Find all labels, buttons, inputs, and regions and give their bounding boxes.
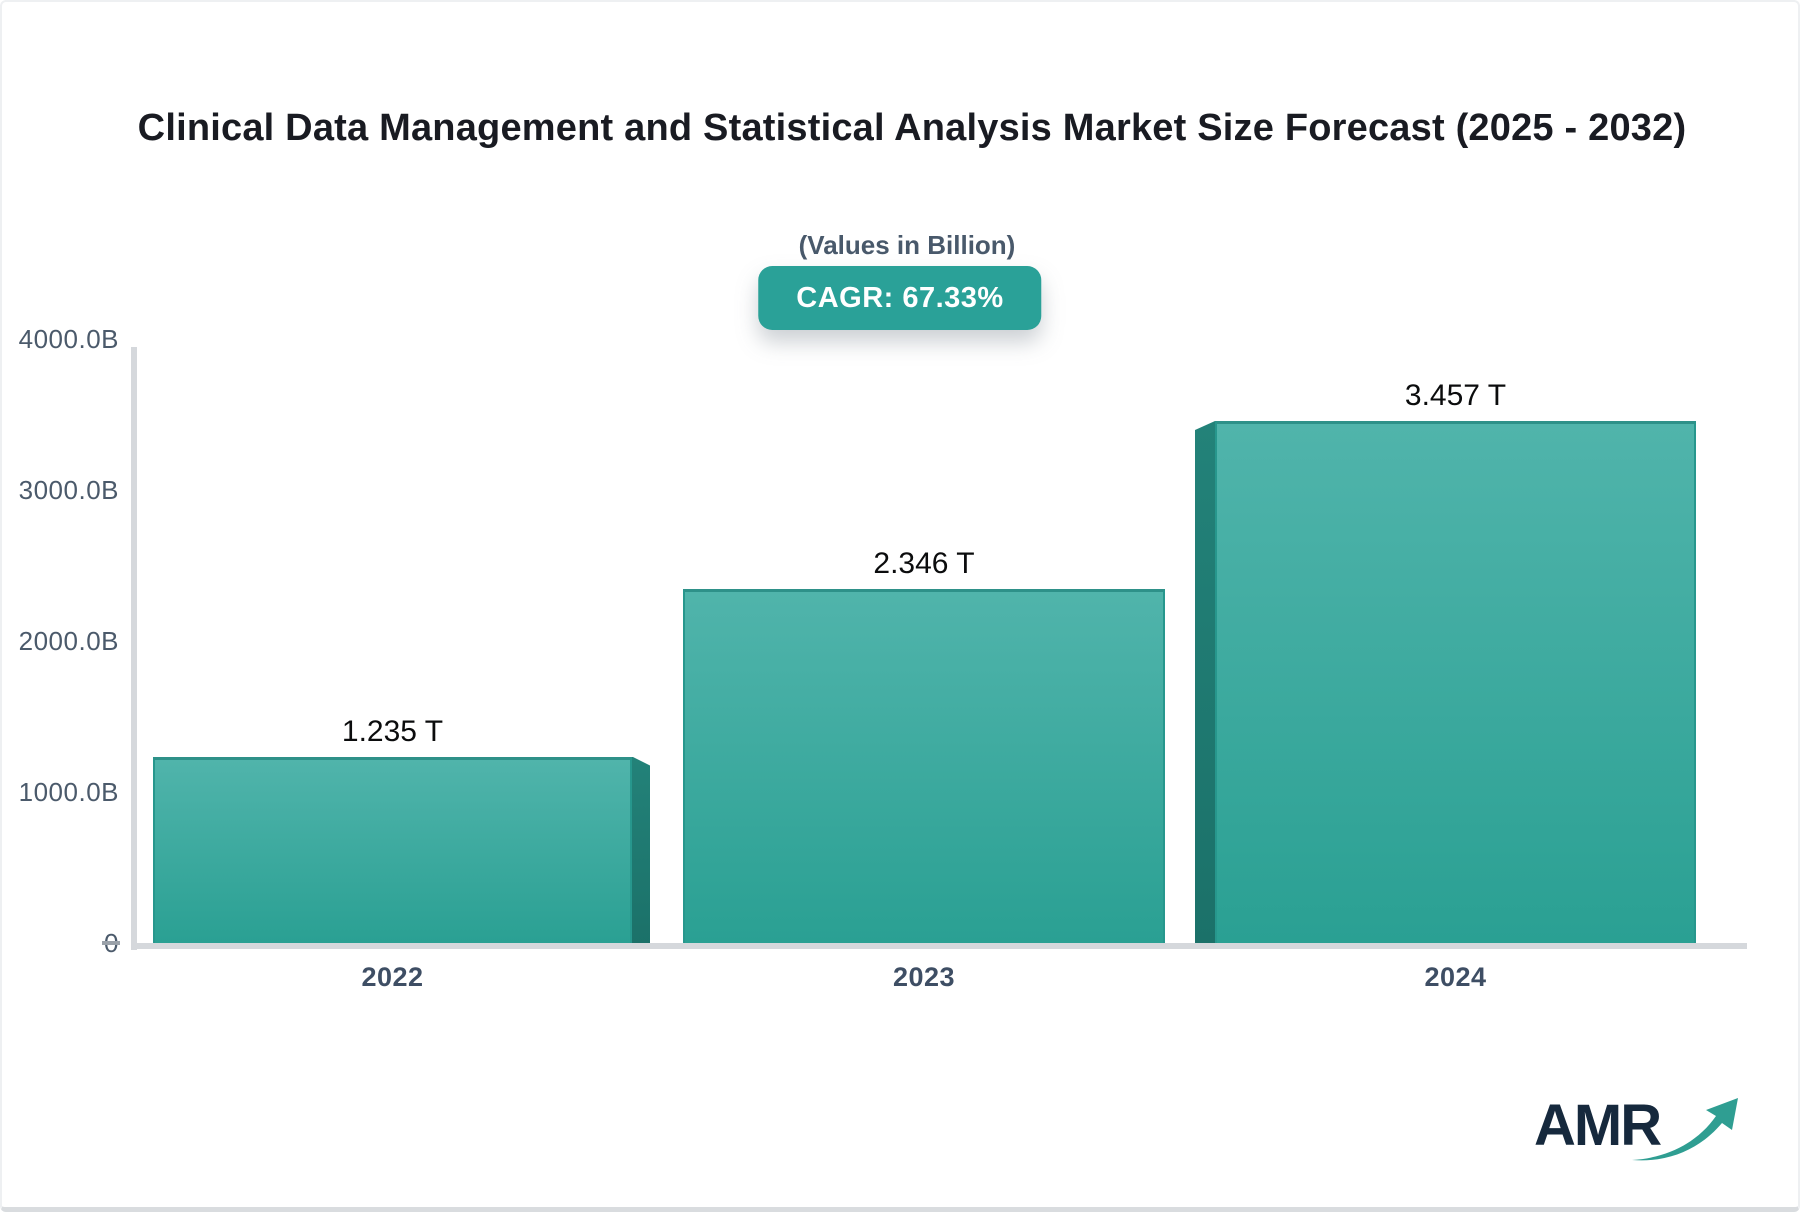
x-axis-line xyxy=(131,943,1747,949)
bar xyxy=(683,588,1165,943)
x-axis-label: 2024 xyxy=(1424,962,1487,992)
y-tick-label: 3000.0B xyxy=(18,475,119,505)
zero-tick-mark xyxy=(102,941,120,945)
y-tick-label: 1000.0B xyxy=(18,777,119,807)
y-tick-label: 4000.0B xyxy=(18,324,119,354)
bar-value-label: 2.346 T xyxy=(873,546,975,580)
y-axis-line xyxy=(131,347,137,950)
bar-value-label: 3.457 T xyxy=(1404,378,1507,412)
bar xyxy=(153,756,632,943)
cagr-badge: CAGR: 67.33% xyxy=(758,266,1042,330)
page-title: Clinical Data Management and Statistical… xyxy=(137,107,1687,149)
bar-side-3d xyxy=(1195,420,1215,943)
y-tick-label: 2000.0B xyxy=(18,626,119,656)
brand-logo: AMR xyxy=(1534,1092,1738,1176)
brand-logo-text: AMR xyxy=(1534,1093,1662,1158)
x-axis-label: 2022 xyxy=(361,962,424,992)
trend-up-arrow-icon xyxy=(1632,1098,1738,1161)
bar xyxy=(1215,420,1696,943)
x-axis-label: 2023 xyxy=(892,962,956,992)
chart-subtitle: (Values in Billion) xyxy=(798,230,1016,260)
bar-value-label: 1.235 T xyxy=(341,714,444,748)
bar-side-3d xyxy=(632,756,650,943)
